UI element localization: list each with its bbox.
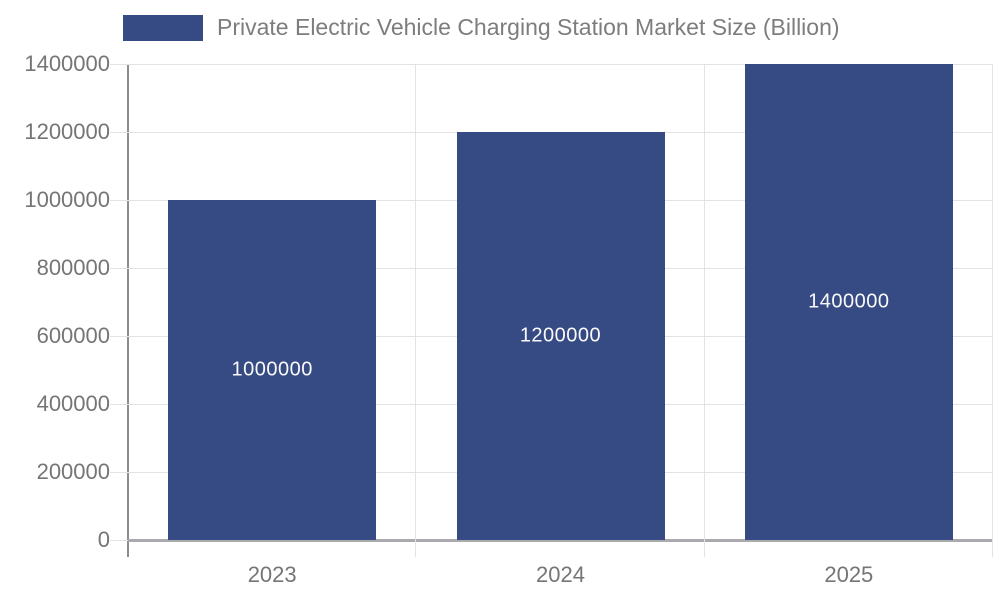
- y-axis-tick-label: 800000: [36, 255, 110, 280]
- y-axis-tick-label: 0: [97, 527, 110, 552]
- y-axis-tick-label: 600000: [36, 323, 110, 348]
- y-axis-tick-mark: [110, 267, 128, 269]
- y-axis-tick-label: 1000000: [24, 187, 110, 212]
- y-axis-tick-mark: [110, 403, 128, 405]
- x-axis-baseline: [128, 539, 993, 542]
- bar-2025[interactable]: 1400000: [744, 64, 953, 540]
- x-axis-tick-label: 2025: [824, 562, 874, 587]
- bar-value-label: 1200000: [519, 324, 602, 347]
- vertical-gridline: [992, 64, 993, 557]
- legend-item[interactable]: Private Electric Vehicle Charging Statio…: [123, 14, 840, 41]
- y-axis-tick-mark: [110, 335, 128, 337]
- y-axis-tick-mark: [110, 471, 128, 473]
- y-axis-tick-label: 400000: [36, 391, 110, 416]
- bar-value-label: 1000000: [231, 358, 313, 381]
- y-axis-tick-label: 1400000: [24, 51, 110, 76]
- y-axis-tick-labels: 0 200000 400000 600000 800000 1000000 1200000 1…: [0, 51, 110, 552]
- bar-2023[interactable]: 1000000: [168, 200, 377, 540]
- legend-swatch: [123, 14, 203, 41]
- x-axis-tick-labels: 2023 2024 2025: [128, 562, 993, 592]
- x-axis-tick-label: 2023: [247, 562, 297, 587]
- bar-2024[interactable]: 1200000: [456, 132, 665, 540]
- y-axis-tick-label: 1200000: [24, 119, 110, 144]
- x-axis-tick-label: 2024: [536, 562, 585, 587]
- y-axis-tick-label: 200000: [36, 459, 110, 484]
- plot-area: 1000000 1200000 1400000: [110, 63, 993, 557]
- y-axis-tick-mark: [110, 539, 128, 541]
- vertical-gridline: [704, 64, 705, 557]
- y-axis-tick-mark: [110, 199, 128, 201]
- y-axis-tick-mark: [110, 63, 128, 65]
- legend-label: Private Electric Vehicle Charging Statio…: [217, 14, 840, 40]
- vertical-gridline: [415, 64, 416, 557]
- y-axis-tick-mark: [110, 131, 128, 133]
- bar-value-label: 1400000: [808, 290, 890, 313]
- horizontal-gridline: [128, 63, 993, 65]
- y-axis-line: [127, 64, 129, 557]
